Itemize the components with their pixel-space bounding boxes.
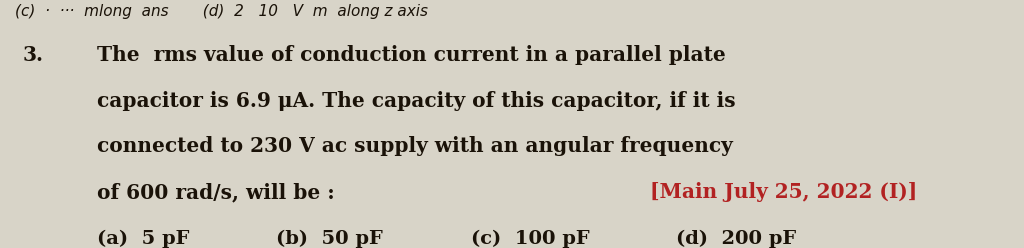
Text: (c)  ·  ···  mlong  ans       (d)  2   10   V  m  along z axis: (c) · ··· mlong ans (d) 2 10 V m along z… xyxy=(15,4,428,19)
Text: connected to 230 V ac supply with an angular frequency: connected to 230 V ac supply with an ang… xyxy=(97,136,733,156)
Text: (b)  50 pF: (b) 50 pF xyxy=(276,229,383,248)
Text: of 600 rad/s, will be :: of 600 rad/s, will be : xyxy=(97,182,335,202)
Text: (c)  100 pF: (c) 100 pF xyxy=(471,229,590,248)
Text: [Main July 25, 2022 (I)]: [Main July 25, 2022 (I)] xyxy=(650,182,918,202)
Text: (d)  200 pF: (d) 200 pF xyxy=(676,229,796,248)
Text: capacitor is 6.9 μA. The capacity of this capacitor, if it is: capacitor is 6.9 μA. The capacity of thi… xyxy=(97,91,736,111)
Text: (a)  5 pF: (a) 5 pF xyxy=(97,229,189,248)
Text: 3.: 3. xyxy=(23,45,44,65)
Text: The  rms value of conduction current in a parallel plate: The rms value of conduction current in a… xyxy=(97,45,726,65)
